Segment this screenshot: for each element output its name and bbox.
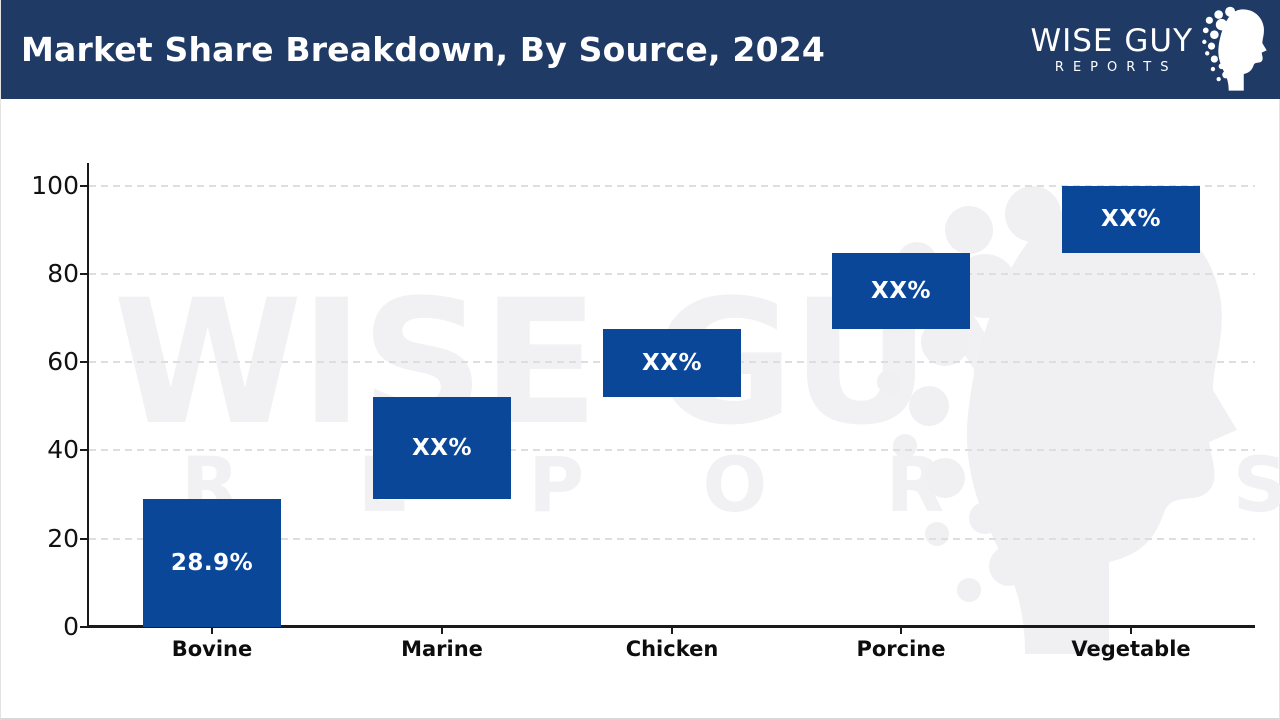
y-tick-label: 60 (47, 347, 79, 377)
bar-value-label: XX% (411, 435, 472, 462)
brand-logo-text: WISE GUY REPORTS (1030, 23, 1193, 75)
y-tick-label: 40 (47, 435, 79, 465)
head-profile-icon (1202, 6, 1267, 91)
bar-value-label: XX% (641, 350, 702, 377)
y-tick-label: 100 (31, 170, 79, 200)
brand-logo: WISE GUY REPORTS (1030, 6, 1269, 92)
x-category-label-marine: Marine (401, 637, 483, 661)
x-tick-mark (1130, 627, 1132, 634)
y-tick-label: 20 (47, 523, 79, 553)
x-tick-mark (900, 627, 902, 634)
y-tick-mark (80, 449, 88, 452)
y-tick-mark (80, 184, 88, 187)
y-tick-label: 0 (63, 612, 79, 641)
gridline (89, 184, 1255, 187)
y-tick-mark (80, 272, 88, 275)
bar-chicken: XX% (603, 329, 741, 398)
bar-value-label: 28.9% (170, 550, 254, 577)
bar-vegetable: XX% (1062, 185, 1200, 254)
bar-value-label: XX% (870, 278, 931, 305)
x-category-label-chicken: Chicken (625, 637, 719, 661)
gridline (89, 449, 1255, 452)
x-tick-mark (671, 627, 673, 634)
chart-title: Market Share Breakdown, By Source, 2024 (21, 30, 826, 69)
brand-name: WISE GUY (1030, 23, 1193, 59)
header-bar: Market Share Breakdown, By Source, 2024 … (1, 0, 1280, 99)
x-tick-mark (441, 627, 443, 634)
x-tick-mark (211, 627, 213, 634)
bar-porcine: XX% (832, 253, 970, 330)
y-axis-line (87, 163, 89, 628)
gridline (89, 272, 1255, 275)
y-tick-label: 80 (47, 258, 79, 288)
bar-bovine: 28.9% (143, 499, 281, 627)
x-category-label-porcine: Porcine (856, 637, 946, 661)
x-category-label-bovine: Bovine (171, 637, 253, 661)
x-axis-line (87, 625, 1255, 628)
gridline (89, 537, 1255, 540)
x-category-label-vegetable: Vegetable (1071, 637, 1191, 661)
bar-marine: XX% (373, 397, 511, 500)
brand-subtitle: REPORTS (1054, 60, 1178, 75)
y-tick-mark (80, 537, 88, 540)
bar-value-label: XX% (1100, 206, 1161, 233)
y-tick-mark (80, 626, 88, 628)
y-tick-mark (80, 361, 88, 364)
